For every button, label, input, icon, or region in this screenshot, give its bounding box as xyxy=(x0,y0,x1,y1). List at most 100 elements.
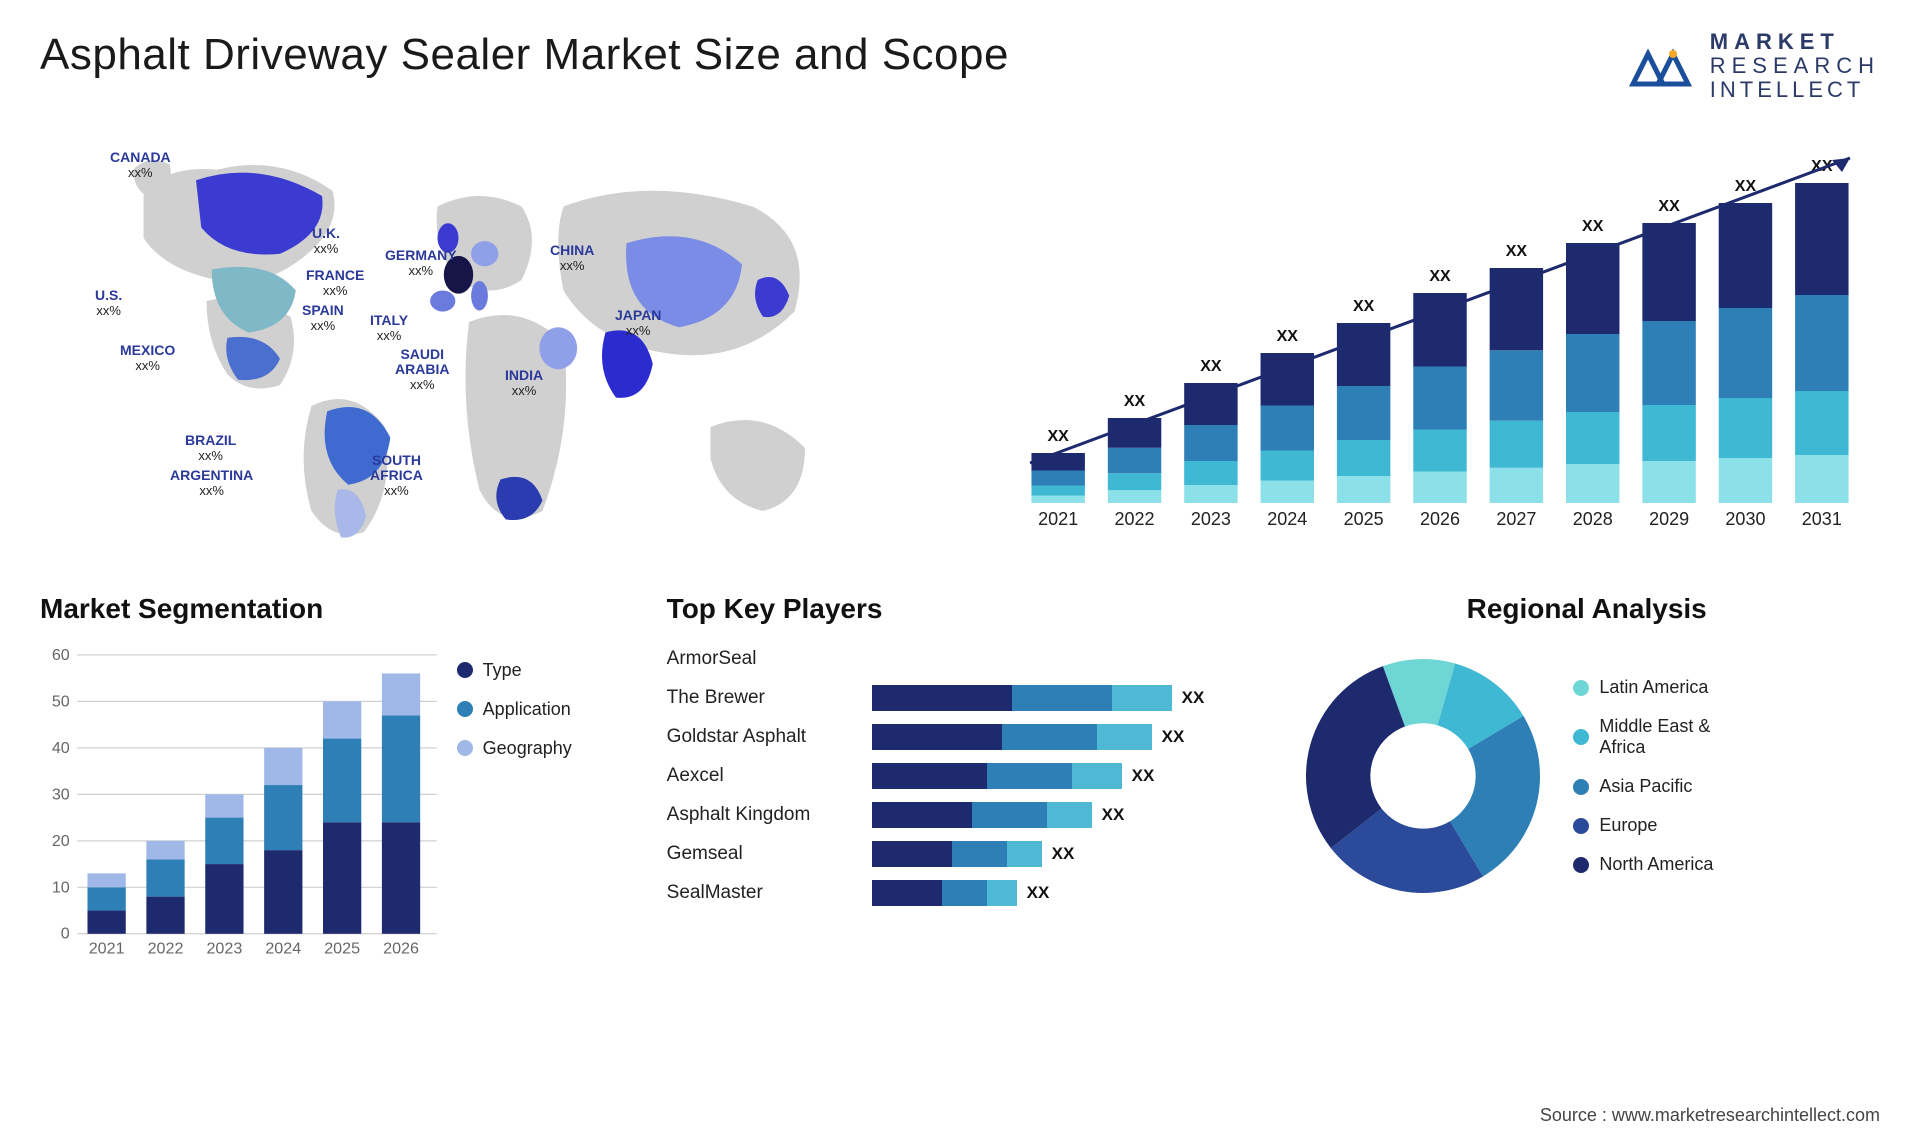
growth-bar-value: XX xyxy=(1124,393,1146,410)
growth-bar-seg xyxy=(1413,471,1466,503)
page-title: Asphalt Driveway Sealer Market Size and … xyxy=(40,30,1009,80)
growth-year-label: 2027 xyxy=(1496,509,1536,529)
seg-bar-seg xyxy=(264,747,302,784)
player-row xyxy=(872,646,1254,672)
growth-bar-seg xyxy=(1719,308,1772,398)
players-title: Top Key Players xyxy=(667,593,1254,625)
growth-year-label: 2025 xyxy=(1344,509,1384,529)
growth-year-label: 2031 xyxy=(1802,509,1842,529)
growth-bar-seg xyxy=(1642,223,1695,321)
country-label-canada: CANADAxx% xyxy=(110,150,171,181)
seg-bar-seg xyxy=(205,864,243,934)
growth-bar-seg xyxy=(1184,425,1237,461)
seg-bar-seg xyxy=(264,785,302,850)
growth-bar-seg xyxy=(1184,461,1237,485)
player-bar-seg xyxy=(1012,685,1112,711)
country-label-brazil: BRAZILxx% xyxy=(185,433,236,464)
regional-legend: Latin AmericaMiddle East &AfricaAsia Pac… xyxy=(1573,677,1713,875)
country-saudi xyxy=(539,327,577,369)
country-label-mexico: MEXICOxx% xyxy=(120,343,175,374)
seg-bar-seg xyxy=(146,859,184,896)
growth-year-label: 2030 xyxy=(1725,509,1765,529)
player-row: XX xyxy=(872,763,1254,789)
player-bar-seg xyxy=(987,880,1017,906)
growth-year-label: 2022 xyxy=(1115,509,1155,529)
player-value: XX xyxy=(1027,883,1050,903)
growth-bar-seg xyxy=(1795,183,1848,295)
seg-bar-seg xyxy=(87,887,125,910)
logo-text: MARKET RESEARCH INTELLECT xyxy=(1710,30,1880,103)
growth-bar-value: XX xyxy=(1506,243,1528,260)
seg-ytick: 50 xyxy=(52,692,70,710)
growth-bar-seg xyxy=(1719,203,1772,308)
growth-bar-seg xyxy=(1261,450,1314,480)
player-bar-seg xyxy=(872,685,1012,711)
growth-bar-seg xyxy=(1566,464,1619,503)
players-bars: XXXXXXXXXXXX xyxy=(872,640,1254,913)
segmentation-title: Market Segmentation xyxy=(40,593,627,625)
growth-year-label: 2028 xyxy=(1573,509,1613,529)
world-map: CANADAxx%U.S.xx%MEXICOxx%BRAZILxx%ARGENT… xyxy=(40,133,940,553)
growth-bar-seg xyxy=(1795,455,1848,503)
country-label-spain: SPAINxx% xyxy=(302,303,344,334)
country-label-southafrica: SOUTHAFRICAxx% xyxy=(370,453,423,499)
growth-bar-seg xyxy=(1642,321,1695,405)
player-bar-seg xyxy=(1097,724,1152,750)
growth-bar-seg xyxy=(1719,458,1772,503)
growth-bar-value: XX xyxy=(1277,328,1299,345)
country-label-france: FRANCExx% xyxy=(306,268,364,299)
brand-logo: MARKET RESEARCH INTELLECT xyxy=(1628,30,1880,103)
player-row: XX xyxy=(872,685,1254,711)
country-label-china: CHINAxx% xyxy=(550,243,594,274)
growth-bar-seg xyxy=(1337,386,1390,440)
player-label: ArmorSeal xyxy=(667,648,857,670)
seg-bar-seg xyxy=(87,910,125,933)
seg-bar-seg xyxy=(323,701,361,738)
growth-bar-seg xyxy=(1031,485,1084,495)
player-bar-seg xyxy=(872,763,987,789)
player-value: XX xyxy=(1182,688,1205,708)
player-bar-seg xyxy=(872,724,1002,750)
player-value: XX xyxy=(1102,805,1125,825)
growth-bar-seg xyxy=(1566,243,1619,334)
country-label-argentina: ARGENTINAxx% xyxy=(170,468,253,499)
player-bar-seg xyxy=(1112,685,1172,711)
seg-year-label: 2025 xyxy=(324,939,360,957)
player-bar-seg xyxy=(872,802,972,828)
player-row: XX xyxy=(872,724,1254,750)
player-bar-seg xyxy=(942,880,987,906)
seg-bar-seg xyxy=(264,850,302,934)
country-label-germany: GERMANYxx% xyxy=(385,248,457,279)
growth-bar-seg xyxy=(1413,366,1466,429)
regional-title: Regional Analysis xyxy=(1293,593,1880,625)
seg-year-label: 2022 xyxy=(148,939,184,957)
seg-ytick: 40 xyxy=(52,738,70,756)
seg-year-label: 2026 xyxy=(383,939,419,957)
player-bar-seg xyxy=(1072,763,1122,789)
country-spain xyxy=(430,290,455,311)
growth-bar-seg xyxy=(1795,391,1848,455)
seg-ytick: 20 xyxy=(52,831,70,849)
player-bar-seg xyxy=(987,763,1072,789)
growth-bar-seg xyxy=(1337,476,1390,503)
player-bar-seg xyxy=(952,841,1007,867)
player-label: The Brewer xyxy=(667,687,857,709)
growth-year-label: 2023 xyxy=(1191,509,1231,529)
country-label-japan: JAPANxx% xyxy=(615,308,661,339)
seg-bar-seg xyxy=(382,822,420,934)
donut-chart xyxy=(1293,646,1553,906)
growth-bar-value: XX xyxy=(1658,198,1680,215)
seg-bar-seg xyxy=(205,794,243,817)
regional-panel: Regional Analysis Latin AmericaMiddle Ea… xyxy=(1293,593,1880,913)
regional-legend-item: Asia Pacific xyxy=(1573,776,1713,797)
player-label: SealMaster xyxy=(667,882,857,904)
seg-ytick: 10 xyxy=(52,878,70,896)
player-label: Asphalt Kingdom xyxy=(667,804,857,826)
growth-bar-seg xyxy=(1566,334,1619,412)
players-labels: ArmorSealThe BrewerGoldstar AsphaltAexce… xyxy=(667,640,857,913)
seg-year-label: 2023 xyxy=(206,939,242,957)
country-label-india: INDIAxx% xyxy=(505,368,543,399)
player-bar-seg xyxy=(872,880,942,906)
seg-bar-seg xyxy=(382,715,420,822)
growth-bar-value: XX xyxy=(1200,358,1222,375)
